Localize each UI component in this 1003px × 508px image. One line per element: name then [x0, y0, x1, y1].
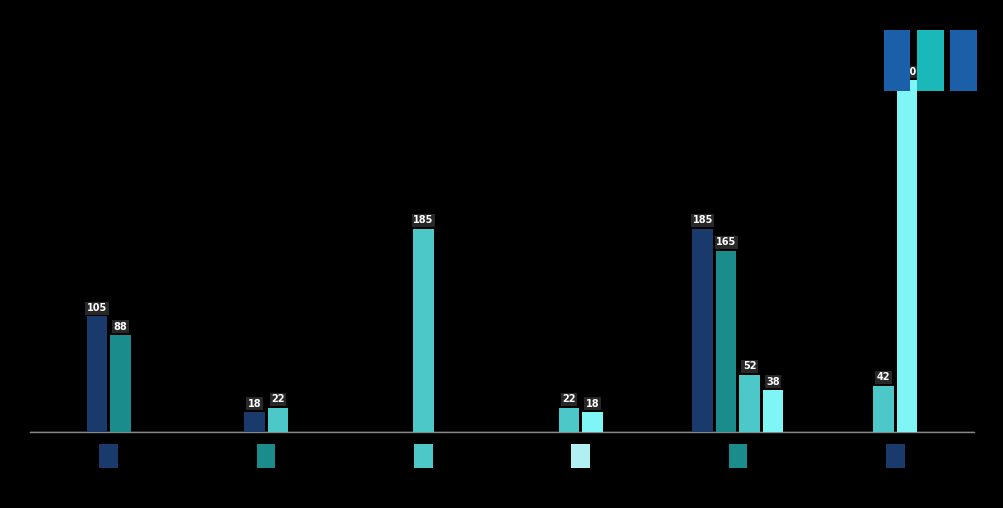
Text: 165: 165 [715, 237, 735, 247]
Bar [268, 407, 288, 432]
Bar [739, 375, 759, 432]
Text: 38: 38 [765, 377, 779, 387]
Text: 18: 18 [248, 399, 261, 409]
Bar [558, 407, 579, 432]
Text: 18: 18 [585, 399, 599, 409]
FancyBboxPatch shape [571, 444, 590, 468]
Text: 105: 105 [87, 303, 107, 313]
Text: 52: 52 [742, 361, 755, 371]
Text: 185: 185 [413, 215, 433, 226]
FancyBboxPatch shape [728, 444, 746, 468]
FancyBboxPatch shape [99, 444, 118, 468]
Bar [692, 229, 712, 432]
FancyBboxPatch shape [413, 444, 432, 468]
Text: 185: 185 [692, 215, 712, 226]
Text: 22: 22 [271, 394, 284, 404]
Text: 42: 42 [876, 372, 890, 383]
Bar [412, 229, 433, 432]
Text: 88: 88 [113, 322, 127, 332]
Text: 22: 22 [562, 394, 575, 404]
FancyBboxPatch shape [257, 444, 275, 468]
Bar [582, 412, 602, 432]
Bar [950, 30, 976, 91]
Bar [110, 335, 130, 432]
Bar [715, 250, 735, 432]
Bar [86, 316, 107, 432]
FancyBboxPatch shape [885, 444, 904, 468]
Bar [896, 80, 917, 432]
Text: 320: 320 [896, 67, 916, 77]
Bar [762, 390, 782, 432]
Bar [244, 412, 264, 432]
Bar [916, 30, 943, 91]
Bar [873, 386, 893, 432]
Bar [883, 30, 910, 91]
